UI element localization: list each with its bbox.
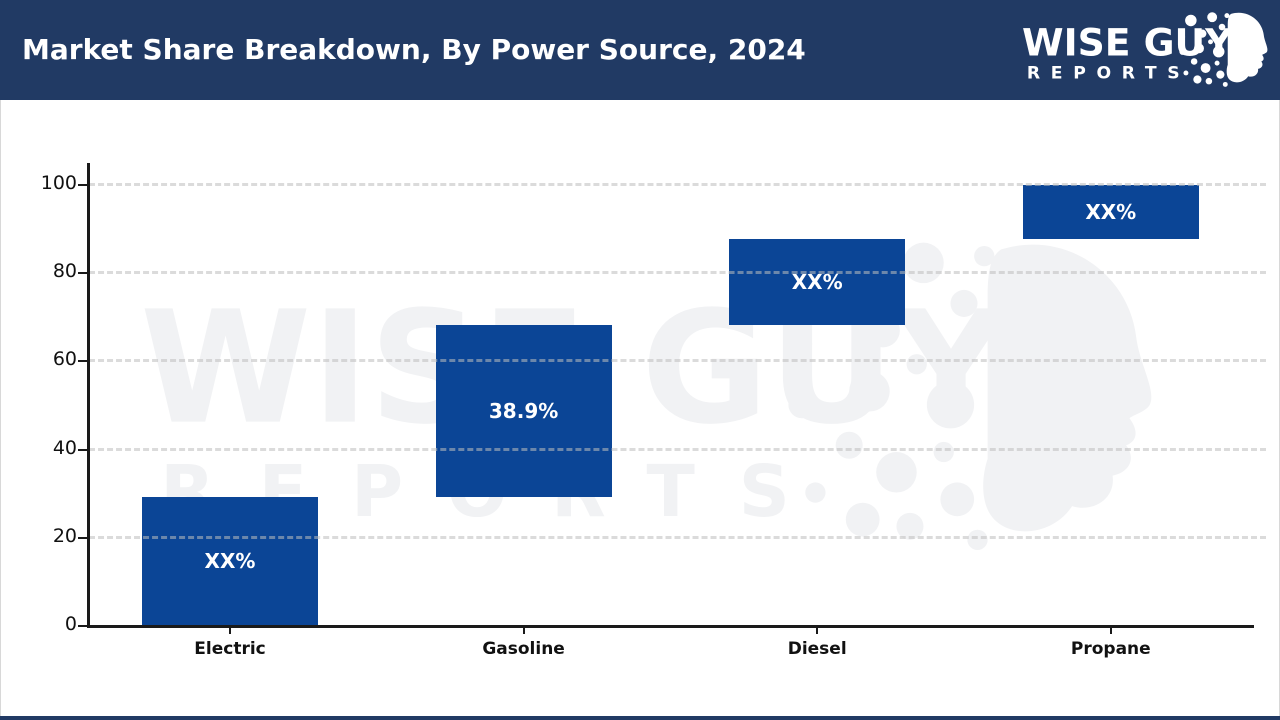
y-tick-label-60: 60 [52, 348, 77, 371]
y-tick-label-20: 20 [52, 524, 77, 547]
y-tick-20 [78, 536, 87, 539]
gridline-100 [89, 183, 1266, 186]
wise-guy-reports-logo: WISE GUY REPORTS [1022, 9, 1272, 91]
bar-value-diesel: XX% [791, 270, 843, 295]
x-label-gasoline: Gasoline [482, 639, 565, 659]
y-tick-100 [78, 184, 87, 186]
y-tick-60 [78, 360, 87, 363]
bar-value-gasoline: 38.9% [488, 399, 559, 423]
gridline-40 [89, 447, 1266, 451]
bar-value-propane: XX% [1085, 200, 1137, 225]
x-tick-electric [229, 628, 231, 634]
gridline-60 [89, 359, 1266, 363]
title-bar: Market Share Breakdown, By Power Source,… [0, 0, 1280, 100]
bar-diesel [729, 239, 906, 326]
x-tick-gasoline [522, 628, 525, 634]
bar-propane [1022, 185, 1199, 240]
bar-gasoline [435, 325, 612, 497]
y-tick-label-0: 0 [64, 613, 77, 635]
y-tick-label-80: 80 [52, 260, 77, 283]
logo-wordmark: WISE GUY [1022, 21, 1233, 65]
logo-subtext: REPORTS [1027, 64, 1190, 84]
logo-graphic: WISE GUY REPORTS [1022, 12, 1268, 87]
x-label-diesel: Diesel [787, 639, 847, 659]
y-tick-0 [78, 625, 87, 627]
y-tick-label-100: 100 [40, 172, 77, 194]
page-title: Market Share Breakdown, By Power Source,… [22, 33, 806, 66]
x-label-propane: Propane [1070, 639, 1151, 659]
gridline-20 [89, 535, 1266, 539]
x-tick-diesel [816, 628, 819, 634]
logo-head-icon [1179, 12, 1268, 87]
y-axis-line [87, 163, 90, 628]
footer-accent-bar [0, 716, 1280, 720]
gridline-80 [89, 271, 1266, 275]
x-tick-propane [1109, 628, 1112, 634]
bar-electric [142, 496, 318, 626]
y-tick-label-40: 40 [52, 436, 77, 459]
x-label-electric: Electric [194, 639, 266, 659]
y-tick-80 [78, 272, 87, 275]
bar-value-electric: XX% [204, 549, 256, 574]
x-axis-line [87, 625, 1254, 628]
y-tick-40 [78, 448, 87, 451]
